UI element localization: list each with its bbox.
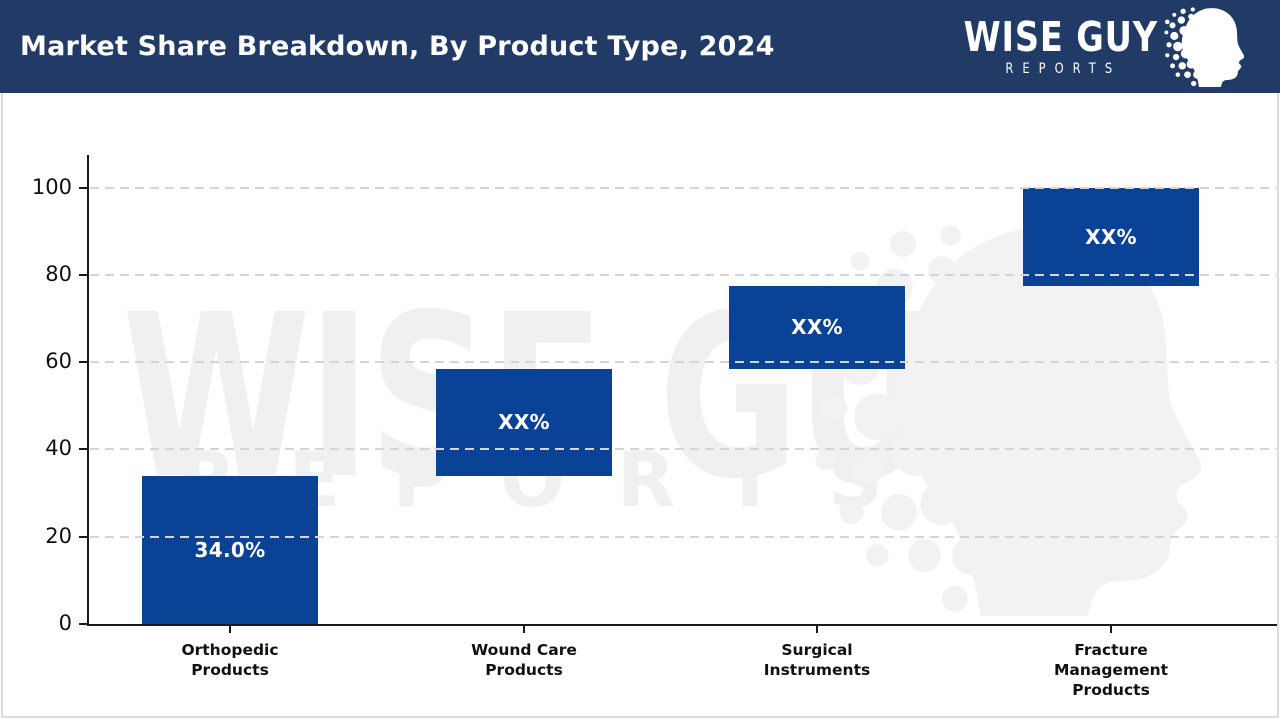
x-tick (816, 626, 818, 633)
logo-text: WISE GUY REPORTS (963, 12, 1158, 77)
gridline (90, 186, 1276, 189)
y-tick-label: 80 (45, 261, 72, 286)
bar-value-label: 34.0% (194, 537, 266, 562)
x-tick (1110, 626, 1112, 633)
x-tick (229, 626, 231, 633)
x-tick-label: Orthopedic Products (181, 641, 279, 679)
y-tick (79, 535, 87, 538)
header-bar: Market Share Breakdown, By Product Type,… (0, 0, 1280, 93)
y-tick-label: 20 (45, 523, 72, 548)
logo-subtitle: REPORTS (1005, 60, 1122, 77)
wise-guy-logo: WISE GUY REPORTS (921, 6, 1250, 87)
gridline (90, 361, 1276, 364)
y-tick (79, 273, 87, 276)
x-tick (523, 626, 525, 633)
x-axis-spine (87, 624, 1278, 626)
y-tick (79, 448, 87, 451)
x-tick-label: Fracture Management Products (1053, 641, 1169, 699)
bar-value-label: XX% (498, 410, 550, 435)
bar: 34.0% (142, 475, 318, 624)
y-tick-label: 100 (31, 174, 72, 199)
x-tick-label: Wound Care Products (471, 641, 577, 679)
bar: XX% (436, 368, 612, 476)
gridline (90, 273, 1276, 276)
y-axis-spine (87, 155, 89, 626)
bar: XX% (1023, 187, 1199, 286)
y-tick-label: 0 (58, 611, 72, 635)
bar-value-label: XX% (1085, 224, 1137, 249)
gridline (90, 535, 1276, 538)
y-tick-label: 40 (45, 436, 72, 461)
logo-name: WISE GUY (963, 12, 1158, 61)
y-tick (79, 186, 87, 189)
y-tick (79, 361, 87, 364)
y-tick-label: 60 (45, 349, 72, 374)
x-tick-label: Surgical Instruments (763, 641, 871, 679)
logo-face-icon (1164, 7, 1245, 87)
y-tick (79, 623, 87, 625)
bar: XX% (729, 285, 905, 369)
gridline (90, 448, 1276, 451)
bar-value-label: XX% (791, 315, 843, 340)
page-title: Market Share Breakdown, By Product Type,… (20, 31, 775, 62)
